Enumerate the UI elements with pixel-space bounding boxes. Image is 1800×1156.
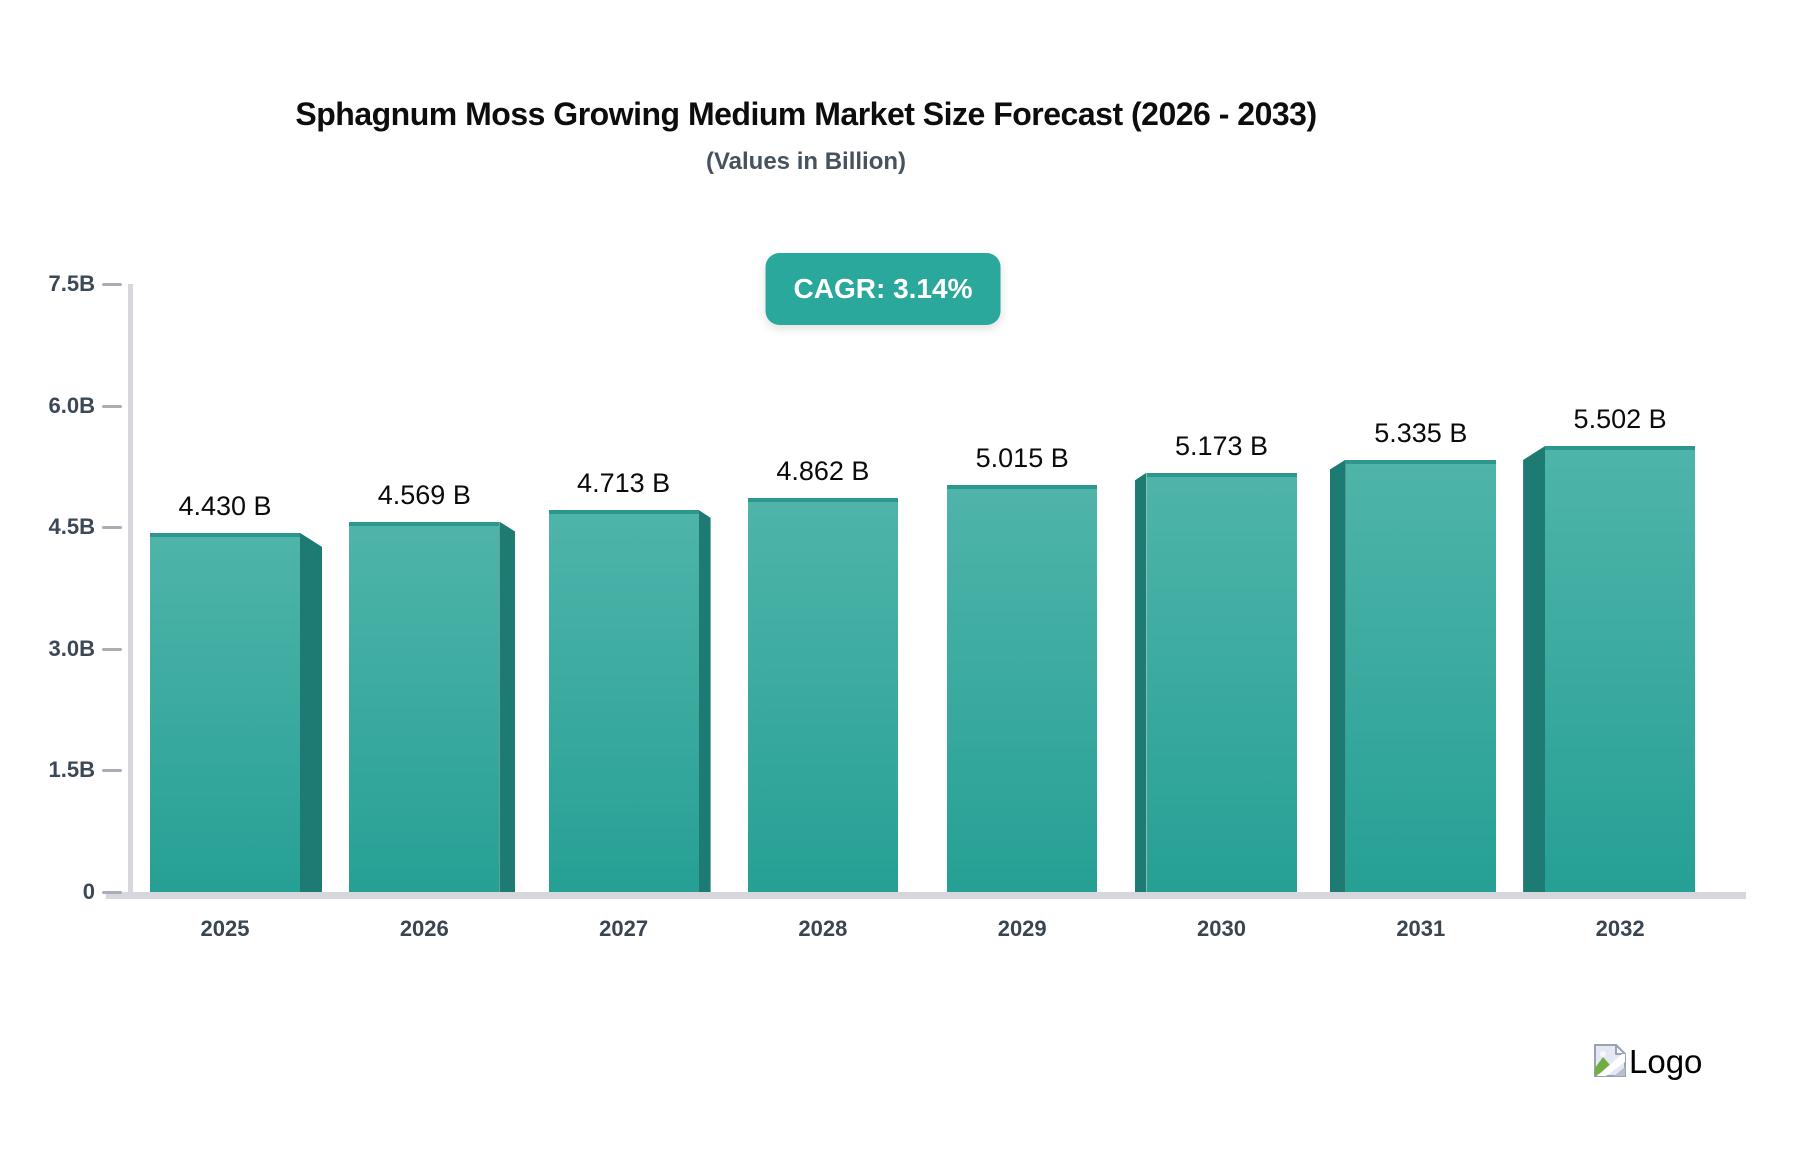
bar-value-label: 5.502 B bbox=[1573, 403, 1667, 434]
bar-3d-side bbox=[1134, 472, 1147, 892]
y-tick-mark bbox=[102, 526, 122, 530]
x-category-label: 2032 bbox=[1595, 916, 1645, 941]
bar-3d-side bbox=[698, 509, 711, 892]
y-tick-mark bbox=[102, 283, 122, 286]
x-category-label: 2028 bbox=[798, 916, 848, 941]
cagr-badge-label: CAGR: 3.14% bbox=[793, 273, 973, 304]
y-tick-label: 0 bbox=[82, 879, 95, 904]
bar-value-label: 5.173 B bbox=[1174, 430, 1269, 461]
bar-3d-side bbox=[1329, 459, 1346, 892]
y-tick-mark bbox=[102, 891, 122, 894]
bar bbox=[1345, 459, 1496, 892]
bar-3d-side bbox=[1523, 445, 1546, 892]
bar bbox=[349, 521, 500, 892]
bar bbox=[150, 532, 300, 892]
y-tick-label: 1.5B bbox=[48, 757, 95, 783]
cagr-badge: CAGR: 3.14% bbox=[765, 253, 1001, 325]
y-tick-label: 4.5B bbox=[48, 514, 95, 540]
broken-image-icon bbox=[1594, 1044, 1626, 1077]
y-tick-label: 6.0B bbox=[48, 392, 95, 418]
bar-value-label: 4.430 B bbox=[178, 490, 272, 521]
y-tick-label: 7.5B bbox=[48, 271, 95, 296]
bar bbox=[1545, 445, 1696, 892]
bar-value-label: 5.335 B bbox=[1374, 417, 1468, 448]
x-category-label: 2027 bbox=[599, 916, 649, 941]
bar-value-label: 4.862 B bbox=[776, 455, 870, 486]
y-tick-label: 3.0B bbox=[48, 635, 95, 661]
y-tick-mark bbox=[102, 769, 122, 773]
bar-chart: 0 1.5B 3.0B 4.5B 6.0B 7.5B 4.430 B 2025 4.569 B 2… bbox=[0, 271, 1800, 984]
bar-value-label: 4.713 B bbox=[577, 467, 671, 498]
x-axis-line bbox=[106, 892, 1746, 899]
x-category-label: 2031 bbox=[1396, 916, 1446, 941]
x-category-label: 2029 bbox=[997, 916, 1047, 941]
bar bbox=[1146, 472, 1297, 892]
bar bbox=[548, 509, 699, 892]
y-tick-mark bbox=[102, 647, 122, 651]
bar-3d-side bbox=[300, 532, 322, 892]
x-category-label: 2030 bbox=[1197, 916, 1246, 941]
bar bbox=[947, 485, 1098, 892]
y-tick-mark bbox=[102, 404, 122, 408]
chart-subtitle: (Values in Billion) bbox=[705, 148, 907, 175]
bar-value-label: 4.569 B bbox=[377, 479, 471, 510]
logo-alt-text: Logo bbox=[1629, 1042, 1703, 1080]
x-category-label: 2026 bbox=[399, 916, 449, 941]
x-category-label: 2025 bbox=[200, 916, 250, 941]
bar bbox=[747, 497, 898, 892]
bar-value-label: 5.015 B bbox=[975, 443, 1069, 474]
logo: Logo bbox=[1592, 1042, 1702, 1080]
y-axis-line bbox=[128, 284, 133, 894]
bar-3d-side bbox=[499, 521, 516, 892]
chart-title: Sphagnum Moss Growing Medium Market Size… bbox=[295, 96, 1317, 132]
